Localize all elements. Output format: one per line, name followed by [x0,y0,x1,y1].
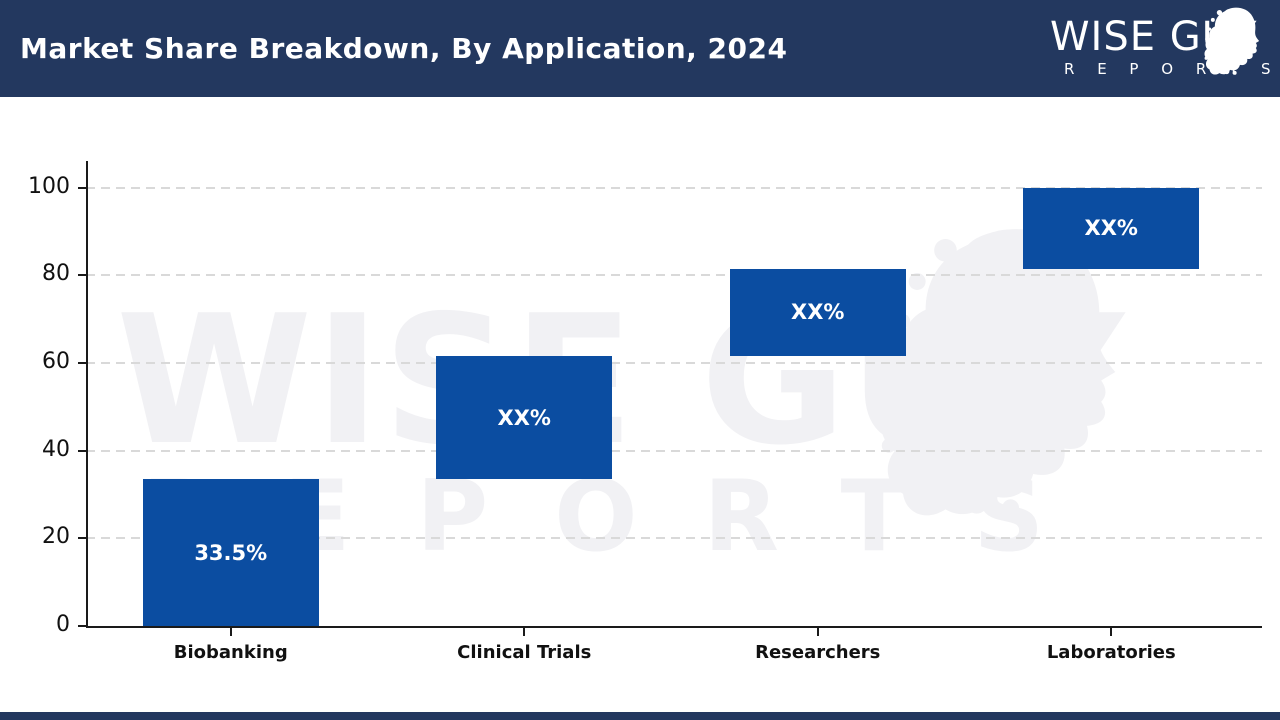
bar-researchers: XX% [729,268,906,357]
y-tick-label: 0 [56,612,70,637]
bar-value-label: 33.5% [194,540,268,565]
gridline [86,449,1262,452]
y-tick-mark [78,274,86,277]
y-tick-mark [78,186,86,189]
y-tick-label: 60 [42,348,70,374]
y-tick-label: 100 [28,173,70,199]
x-axis-label: Researchers [755,642,881,663]
y-tick-mark [78,361,86,364]
y-tick-label: 80 [42,261,70,287]
bar-value-label: XX% [1084,216,1138,241]
bar-clinical-trials: XX% [436,356,613,480]
footer-bar [0,712,1280,720]
x-tick-mark [816,628,819,636]
y-tick-mark [78,449,86,452]
gridline [86,274,1262,277]
bar-value-label: XX% [497,405,551,430]
x-axis-label: Biobanking [173,642,288,663]
gridline [86,537,1262,540]
x-tick-mark [523,628,526,636]
report-title: Market Share Breakdown, By Application, … [20,32,788,65]
wiseguy-logo: WISE GUY R E P O R T S [1012,0,1272,97]
wiseguy-head-icon [1200,6,1270,92]
y-axis [86,161,88,628]
x-axis-label: Clinical Trials [457,642,592,663]
y-tick-label: 40 [42,436,70,462]
x-axis-label: Laboratories [1046,642,1176,663]
chart-area: 0 20 40 60 80 100 33.5% Biobanking XX% Clinical T… [0,97,1280,713]
gridline [86,186,1262,189]
x-tick-mark [1110,628,1113,636]
y-tick-mark [78,537,86,540]
header-bar: Market Share Breakdown, By Application, … [0,0,1280,97]
bar-value-label: XX% [791,300,845,325]
bar-laboratories: XX% [1023,187,1200,269]
x-tick-mark [229,628,232,636]
gridline [86,361,1262,364]
y-tick-mark [78,625,86,627]
x-axis [86,626,1262,628]
bar-biobanking: 33.5% [142,479,319,626]
y-tick-label: 20 [42,524,70,550]
